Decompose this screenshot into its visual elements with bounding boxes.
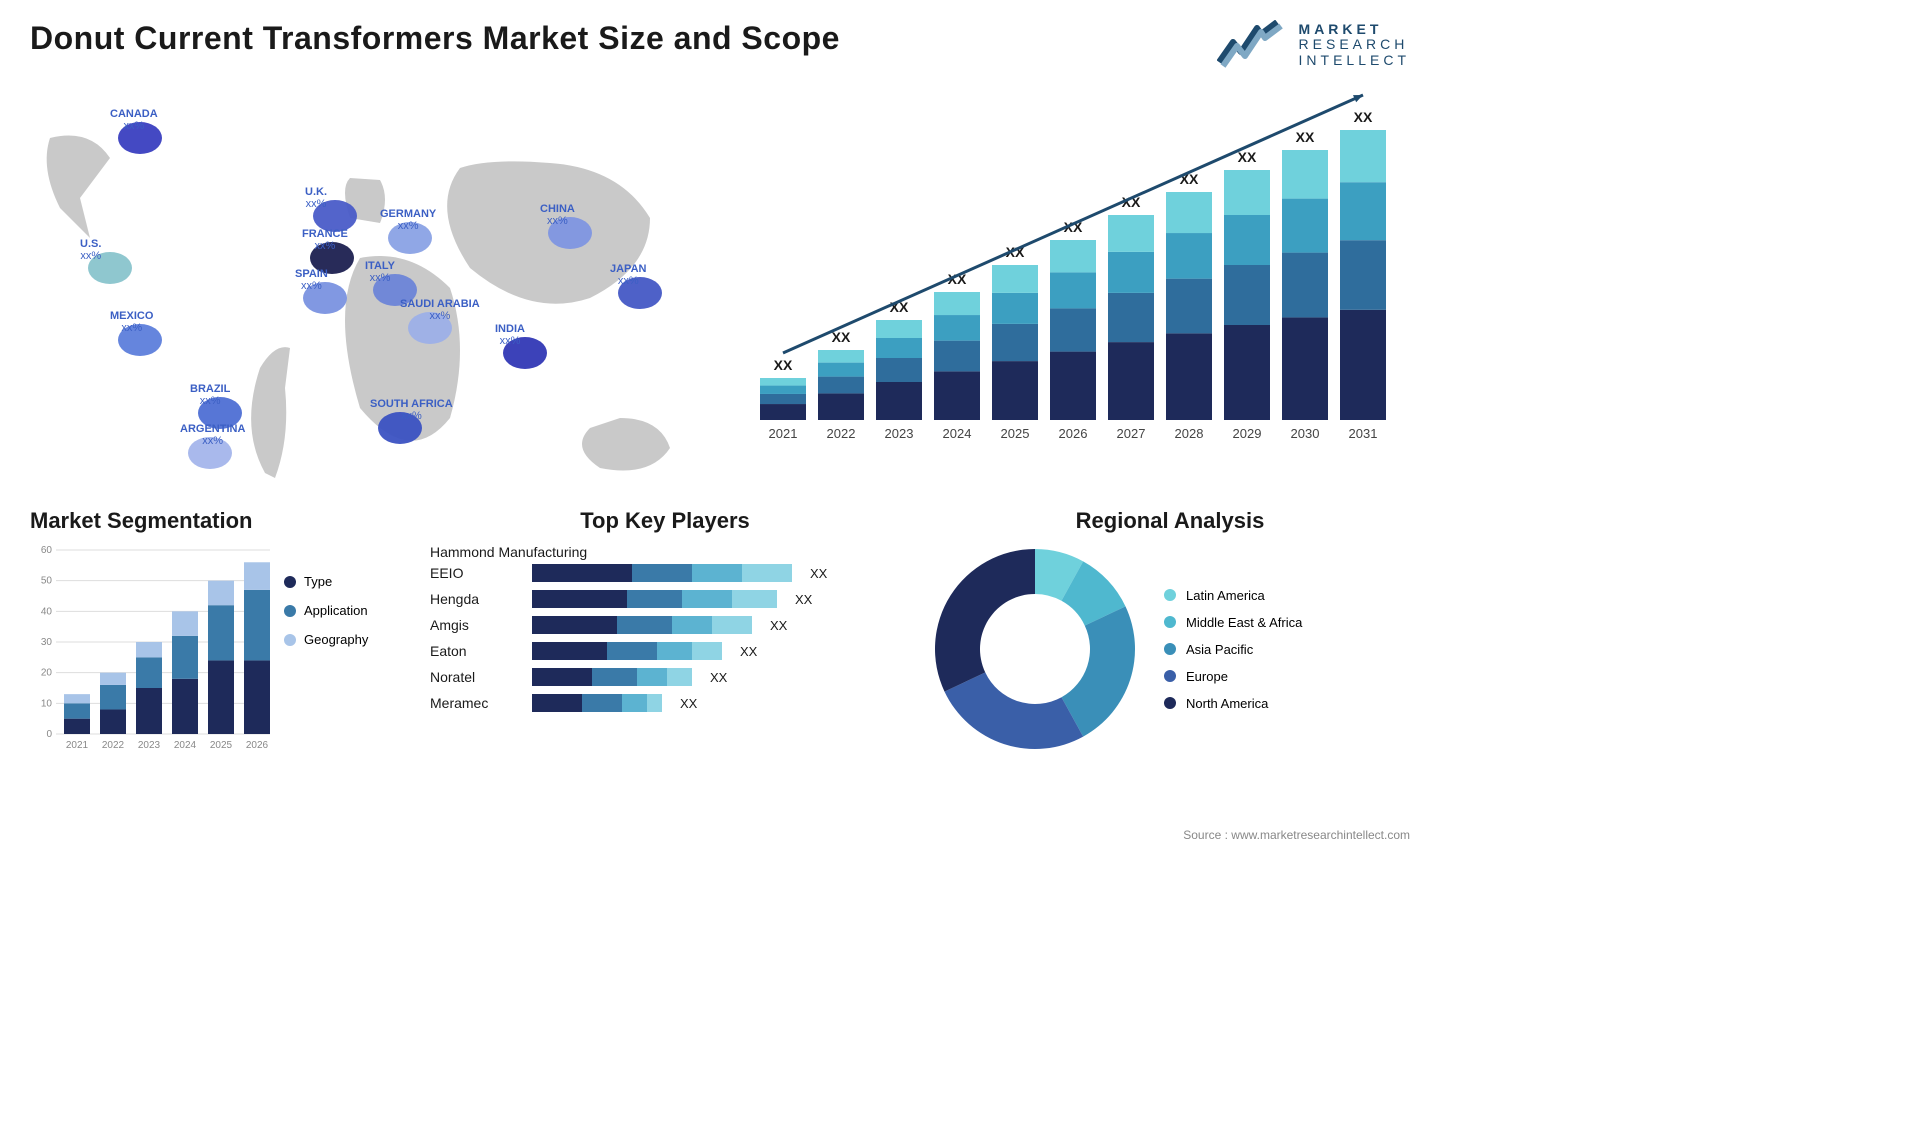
key-player-name: Meramec — [430, 695, 520, 711]
key-player-name: EEIO — [430, 565, 520, 581]
key-player-value: XX — [740, 644, 757, 659]
key-players-heading: Hammond Manufacturing — [430, 544, 900, 560]
svg-text:2021: 2021 — [769, 426, 798, 441]
country-label: SAUDI ARABIAxx% — [400, 298, 480, 322]
key-player-bar — [532, 642, 722, 660]
svg-text:2026: 2026 — [246, 740, 269, 751]
world-map — [30, 88, 710, 488]
key-player-value: XX — [795, 592, 812, 607]
regional-legend-item: North America — [1164, 696, 1302, 711]
country-label: GERMANYxx% — [380, 208, 436, 232]
logo-text: MARKET RESEARCH INTELLECT — [1299, 22, 1410, 68]
country-label: SPAINxx% — [295, 268, 328, 292]
segmentation-legend: Type Application Geography — [284, 544, 368, 754]
regional-legend-item: Europe — [1164, 669, 1302, 684]
svg-text:2024: 2024 — [943, 426, 972, 441]
svg-text:XX: XX — [1354, 109, 1373, 125]
svg-text:2031: 2031 — [1349, 426, 1378, 441]
header: Donut Current Transformers Market Size a… — [30, 20, 1410, 70]
svg-text:2024: 2024 — [174, 740, 197, 751]
key-player-value: XX — [680, 696, 697, 711]
svg-text:60: 60 — [41, 545, 53, 556]
key-player-bar — [532, 616, 752, 634]
svg-text:XX: XX — [1238, 149, 1257, 165]
svg-text:2021: 2021 — [66, 740, 89, 751]
svg-text:30: 30 — [41, 637, 53, 648]
country-label: CANADAxx% — [110, 108, 158, 132]
key-player-row: Amgis XX — [430, 616, 900, 634]
country-label: JAPANxx% — [610, 263, 646, 287]
country-label: FRANCExx% — [302, 228, 348, 252]
regional-title: Regional Analysis — [930, 508, 1410, 534]
svg-text:2026: 2026 — [1059, 426, 1088, 441]
segmentation-title: Market Segmentation — [30, 508, 400, 534]
key-player-name: Hengda — [430, 591, 520, 607]
segmentation-legend-item: Type — [284, 574, 368, 589]
svg-text:2029: 2029 — [1233, 426, 1262, 441]
country-label: U.S.xx% — [80, 238, 101, 262]
key-player-name: Eaton — [430, 643, 520, 659]
regional-panel: Regional Analysis Latin America Middle Ea… — [930, 508, 1410, 754]
segmentation-panel: Market Segmentation 0 10 20 30 40 50 60 2021 202… — [30, 508, 400, 754]
key-player-value: XX — [810, 566, 827, 581]
country-label: MEXICOxx% — [110, 310, 153, 334]
top-row: CANADAxx% U.S.xx% MEXICOxx% BRAZILxx% ARGENT… — [30, 88, 1410, 488]
svg-text:0: 0 — [46, 729, 52, 740]
segmentation-chart: 0 10 20 30 40 50 60 2021 2022 2023 2024 2025 2026 — [30, 544, 270, 754]
country-label: ARGENTINAxx% — [180, 423, 245, 447]
svg-text:XX: XX — [774, 357, 793, 373]
svg-text:2030: 2030 — [1291, 426, 1320, 441]
country-label: BRAZILxx% — [190, 383, 230, 407]
svg-text:20: 20 — [41, 668, 53, 679]
segmentation-legend-item: Geography — [284, 632, 368, 647]
svg-text:2025: 2025 — [1001, 426, 1030, 441]
key-player-row: Eaton XX — [430, 642, 900, 660]
segmentation-legend-item: Application — [284, 603, 368, 618]
key-players-rows: EEIOXXHengdaXXAmgisXXEatonXXNoratelXXMer… — [430, 564, 900, 712]
key-player-row: EEIO XX — [430, 564, 900, 582]
svg-text:2023: 2023 — [885, 426, 914, 441]
key-player-bar — [532, 694, 662, 712]
svg-text:50: 50 — [41, 576, 53, 587]
svg-text:2027: 2027 — [1117, 426, 1146, 441]
key-player-row: Meramec XX — [430, 694, 900, 712]
key-player-bar — [532, 564, 792, 582]
key-players-title: Top Key Players — [430, 508, 900, 534]
key-player-bar — [532, 668, 692, 686]
logo-icon — [1217, 20, 1287, 70]
bottom-row: Market Segmentation 0 10 20 30 40 50 60 2021 202… — [30, 508, 1410, 754]
growth-chart-panel: XX2021XX2022XX2023XX2024XX2025XX2026XX20… — [750, 88, 1410, 488]
regional-donut — [930, 544, 1140, 754]
country-label: SOUTH AFRICAxx% — [370, 398, 453, 422]
world-map-panel: CANADAxx% U.S.xx% MEXICOxx% BRAZILxx% ARGENT… — [30, 88, 710, 488]
regional-legend-item: Latin America — [1164, 588, 1302, 603]
page-title: Donut Current Transformers Market Size a… — [30, 20, 840, 57]
svg-text:2022: 2022 — [102, 740, 125, 751]
svg-text:2025: 2025 — [210, 740, 233, 751]
key-player-row: Noratel XX — [430, 668, 900, 686]
svg-text:40: 40 — [41, 606, 53, 617]
svg-text:10: 10 — [41, 698, 53, 709]
country-label: ITALYxx% — [365, 260, 395, 284]
regional-legend-item: Asia Pacific — [1164, 642, 1302, 657]
svg-text:2028: 2028 — [1175, 426, 1204, 441]
logo: MARKET RESEARCH INTELLECT — [1217, 20, 1410, 70]
key-player-value: XX — [710, 670, 727, 685]
key-player-row: Hengda XX — [430, 590, 900, 608]
key-player-name: Noratel — [430, 669, 520, 685]
key-player-bar — [532, 590, 777, 608]
key-player-value: XX — [770, 618, 787, 633]
key-players-panel: Top Key Players Hammond Manufacturing EE… — [430, 508, 900, 754]
svg-text:XX: XX — [1296, 129, 1315, 145]
regional-legend: Latin America Middle East & Africa Asia Pa… — [1164, 588, 1302, 711]
key-player-name: Amgis — [430, 617, 520, 633]
source-attribution: Source : www.marketresearchintellect.com — [1183, 828, 1410, 842]
regional-legend-item: Middle East & Africa — [1164, 615, 1302, 630]
country-label: CHINAxx% — [540, 203, 575, 227]
svg-text:2023: 2023 — [138, 740, 161, 751]
country-label: INDIAxx% — [495, 323, 525, 347]
svg-text:2022: 2022 — [827, 426, 856, 441]
country-label: U.K.xx% — [305, 186, 327, 210]
growth-chart: XX2021XX2022XX2023XX2024XX2025XX2026XX20… — [750, 88, 1410, 468]
